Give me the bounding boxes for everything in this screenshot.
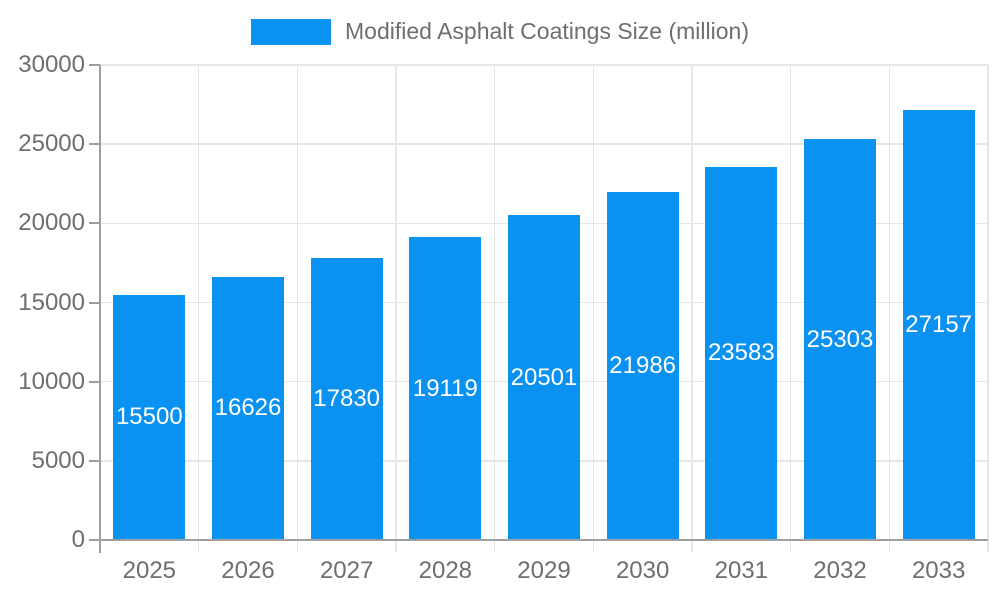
y-tick-label: 5000: [31, 446, 85, 474]
x-gridline: [493, 65, 496, 552]
bar-value-label: 15500: [115, 403, 183, 431]
x-tick-label: 2026: [221, 557, 275, 584]
y-gridline: [100, 64, 988, 66]
bar-value-label: 16626: [214, 394, 282, 422]
x-axis-line: [100, 539, 988, 541]
y-tick-label: 10000: [18, 367, 85, 395]
y-tick-label: 20000: [18, 209, 85, 237]
x-tick-label: 2030: [615, 557, 670, 584]
x-gridline: [789, 65, 792, 552]
y-tick-label: 0: [71, 526, 85, 553]
y-gridline: [100, 143, 988, 145]
bar-value-label: 19119: [412, 374, 478, 402]
x-tick-label: 2025: [122, 557, 177, 584]
bar-value-label: 20501: [510, 363, 578, 391]
x-tick-label: 2028: [418, 557, 473, 584]
bar-value-label: 17830: [313, 384, 381, 412]
bar-value-label: 27157: [905, 311, 973, 338]
bar[interactable]: [606, 191, 679, 540]
y-tick: [89, 143, 100, 146]
bar[interactable]: [310, 257, 383, 540]
x-tick-label: 2031: [714, 557, 769, 584]
x-gridline: [888, 65, 891, 552]
bar[interactable]: [409, 237, 482, 540]
x-gridline: [592, 65, 595, 552]
y-tick: [89, 301, 100, 304]
y-tick-label: 25000: [18, 130, 85, 158]
x-gridline: [691, 65, 693, 552]
y-tick: [89, 64, 100, 66]
bar[interactable]: [212, 276, 284, 540]
y-axis-line: [99, 65, 101, 553]
y-tick: [89, 459, 100, 462]
bar[interactable]: [113, 294, 186, 540]
y-tick-label: 30000: [18, 51, 85, 78]
x-tick-label: 2032: [813, 557, 867, 584]
bar[interactable]: [804, 139, 876, 540]
y-tick: [89, 380, 100, 383]
legend-label: Modified Asphalt Coatings Size (million): [345, 18, 749, 44]
bar[interactable]: [508, 215, 580, 540]
legend-swatch: [251, 18, 332, 45]
y-tick: [89, 222, 100, 225]
x-tick-label: 2027: [319, 557, 374, 584]
bar-value-label: 21986: [609, 351, 677, 379]
x-gridline: [987, 65, 989, 552]
bar-value-label: 23583: [707, 339, 775, 367]
chart-legend[interactable]: Modified Asphalt Coatings Size (million): [0, 18, 1000, 45]
y-tick: [89, 539, 100, 541]
bar[interactable]: [902, 110, 975, 540]
bar[interactable]: [705, 166, 778, 540]
bar-value-label: 25303: [806, 325, 874, 353]
x-tick-label: 2033: [911, 557, 966, 584]
x-gridline: [296, 65, 299, 552]
x-gridline: [197, 65, 200, 552]
y-tick-label: 15000: [18, 288, 85, 316]
x-gridline: [395, 65, 397, 552]
x-tick-label: 2029: [517, 557, 571, 584]
